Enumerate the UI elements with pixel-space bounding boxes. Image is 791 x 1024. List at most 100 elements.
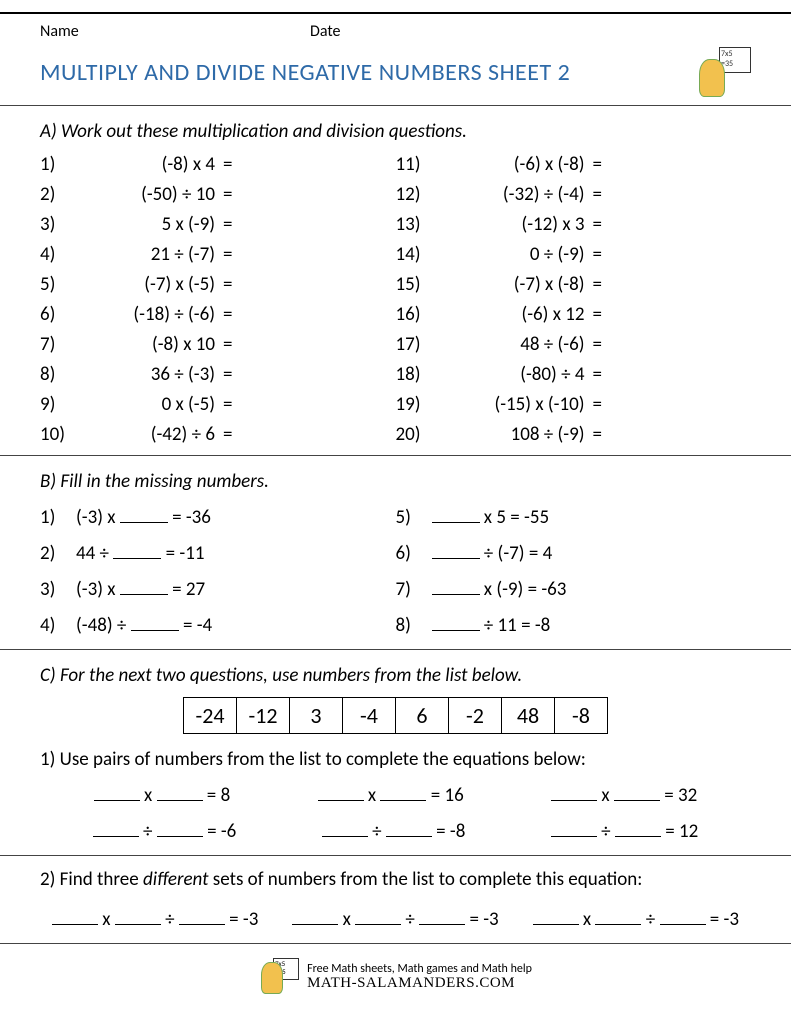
problem-row: 3)5 x (-9)= <box>40 209 396 239</box>
blank-field[interactable] <box>131 613 179 631</box>
equals-sign: = <box>223 213 243 236</box>
blank-field[interactable] <box>386 819 432 837</box>
problem-number: 16) <box>396 303 440 326</box>
blank-field[interactable] <box>432 577 480 595</box>
q1-row1: x = 8 x = 16 x = 32 <box>0 777 791 813</box>
fill-row: 1)(-3) x = -36 <box>40 499 396 535</box>
blank-field[interactable] <box>615 819 661 837</box>
problem-expression: (-8) x 4 <box>80 153 223 176</box>
equation-item: ÷ = -6 <box>93 819 237 843</box>
number-cell: 48 <box>502 698 555 733</box>
number-list-table: -24-123-46-248-8 <box>183 697 608 734</box>
problem-number: 18) <box>396 363 440 386</box>
fill-expression: (-3) x = 27 <box>76 577 205 601</box>
blank-field[interactable] <box>432 505 480 523</box>
problem-expression: 21 ÷ (-7) <box>80 243 223 266</box>
blank-field[interactable] <box>113 541 161 559</box>
problem-expression: (-80) ÷ 4 <box>440 363 593 386</box>
problem-row: 12)(-32) ÷ (-4)= <box>396 179 752 209</box>
blank-field[interactable] <box>614 783 660 801</box>
problem-expression: 0 x (-5) <box>80 393 223 416</box>
blank-field[interactable] <box>120 505 168 523</box>
salamander-logo: 7x5 =35 <box>697 45 751 99</box>
blank-field[interactable] <box>94 783 140 801</box>
problem-number: 12) <box>396 183 440 206</box>
problem-number: 10) <box>40 423 80 446</box>
problem-number: 2) <box>40 542 76 565</box>
problem-number: 19) <box>396 393 440 416</box>
blank-field[interactable] <box>157 819 203 837</box>
equals-sign: = <box>223 153 243 176</box>
page-title: MULTIPLY AND DIVIDE NEGATIVE NUMBERS SHE… <box>40 58 697 87</box>
blank-field[interactable] <box>93 819 139 837</box>
blank-field[interactable] <box>660 907 706 925</box>
equals-sign: = <box>223 333 243 356</box>
footer-tagline: Free Math sheets, Math games and Math he… <box>307 962 532 976</box>
blank-field[interactable] <box>432 541 480 559</box>
problem-row: 11)(-6) x (-8)= <box>396 149 752 179</box>
equals-sign: = <box>593 393 613 416</box>
problem-number: 5) <box>40 273 80 296</box>
header-row: Name Date <box>0 22 791 41</box>
blank-field[interactable] <box>432 613 480 631</box>
problem-number: 17) <box>396 333 440 356</box>
problem-expression: (-42) ÷ 6 <box>80 423 223 446</box>
blank-field[interactable] <box>595 907 641 925</box>
section-a-problems: 1)(-8) x 4=2)(-50) ÷ 10=3)5 x (-9)=4)21 … <box>0 149 791 449</box>
problem-row: 5)(-7) x (-5)= <box>40 269 396 299</box>
equals-sign: = <box>223 183 243 206</box>
blank-field[interactable] <box>157 783 203 801</box>
problem-expression: (-18) ÷ (-6) <box>80 303 223 326</box>
q2-text-pre: 2) Find three <box>40 868 143 891</box>
blank-field[interactable] <box>533 907 579 925</box>
problem-expression: (-7) x (-5) <box>80 273 223 296</box>
blank-field[interactable] <box>292 907 338 925</box>
problem-number: 20) <box>396 423 440 446</box>
fill-expression: (-3) x = -36 <box>76 505 211 529</box>
equals-sign: = <box>593 153 613 176</box>
section-b-right-col: 5) x 5 = -556) ÷ (-7) = 47) x (-9) = -63… <box>396 499 752 643</box>
q2-row: x ÷ = -3 x ÷ = -3 x ÷ = -3 <box>0 897 791 937</box>
equals-sign: = <box>223 303 243 326</box>
fill-row: 4)(-48) ÷ = -4 <box>40 607 396 643</box>
blank-field[interactable] <box>551 783 597 801</box>
problem-number: 1) <box>40 506 76 529</box>
name-label: Name <box>40 22 310 41</box>
fill-expression: 44 ÷ = -11 <box>76 541 204 565</box>
problem-expression: (-6) x (-8) <box>440 153 593 176</box>
blank-field[interactable] <box>355 907 401 925</box>
number-list: -24-123-46-248-8 <box>0 693 791 742</box>
problem-row: 13)(-12) x 3= <box>396 209 752 239</box>
equals-sign: = <box>593 243 613 266</box>
blank-field[interactable] <box>115 907 161 925</box>
equation-item: ÷ = -8 <box>322 819 466 843</box>
blank-field[interactable] <box>419 907 465 925</box>
problem-row: 1)(-8) x 4= <box>40 149 396 179</box>
problem-expression: (-15) x (-10) <box>440 393 593 416</box>
section-b-left-col: 1)(-3) x = -362)44 ÷ = -113)(-3) x = 274… <box>40 499 396 643</box>
fill-row: 5) x 5 = -55 <box>396 499 752 535</box>
number-cell: -4 <box>343 698 396 733</box>
blank-field[interactable] <box>380 783 426 801</box>
blank-field[interactable] <box>318 783 364 801</box>
problem-number: 7) <box>396 578 432 601</box>
blank-field[interactable] <box>551 819 597 837</box>
date-label: Date <box>310 22 341 41</box>
blank-field[interactable] <box>120 577 168 595</box>
blank-field[interactable] <box>52 907 98 925</box>
equation-item: x ÷ = -3 <box>52 907 258 931</box>
footer: 7x5 =35 Free Math sheets, Math games and… <box>0 950 791 1006</box>
problem-row: 2)(-50) ÷ 10= <box>40 179 396 209</box>
fill-row: 2)44 ÷ = -11 <box>40 535 396 571</box>
problem-number: 6) <box>396 542 432 565</box>
rule <box>0 649 791 650</box>
problem-expression: (-32) ÷ (-4) <box>440 183 593 206</box>
footer-logo: 7x5 =35 <box>259 956 299 996</box>
equals-sign: = <box>593 363 613 386</box>
problem-row: 8)36 ÷ (-3)= <box>40 359 396 389</box>
equals-sign: = <box>593 303 613 326</box>
blank-field[interactable] <box>322 819 368 837</box>
fill-expression: (-48) ÷ = -4 <box>76 613 212 637</box>
blank-field[interactable] <box>179 907 225 925</box>
equals-sign: = <box>223 423 243 446</box>
